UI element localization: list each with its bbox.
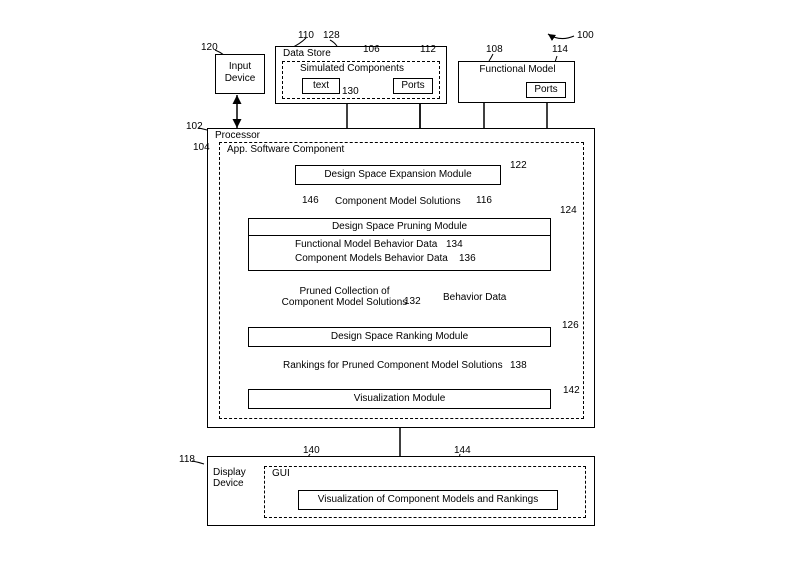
text-box: text (302, 78, 340, 94)
ref-122: 122 (510, 160, 527, 171)
text-label: text (313, 80, 329, 91)
gui-label: GUI (270, 468, 292, 479)
ref-138: 138 (510, 360, 527, 371)
ref-102: 102 (186, 121, 203, 132)
dsp-header: Design Space Pruning Module (248, 218, 551, 236)
fmbd-label: Functional Model Behavior Data (295, 239, 437, 250)
ref-112: 112 (420, 44, 436, 55)
input-device-label: Input Device (225, 61, 256, 84)
viz-output-label: Visualization of Component Models and Ra… (318, 494, 539, 505)
dsp-module-label: Design Space Pruning Module (332, 221, 467, 232)
cmbd-label: Component Models Behavior Data (295, 253, 448, 264)
dsr-module-box: Design Space Ranking Module (248, 327, 551, 347)
ref-144: 144 (454, 445, 471, 456)
ports-sim-label: Ports (401, 80, 424, 91)
behavior-data-label: Behavior Data (443, 292, 506, 303)
functional-model-label: Functional Model (470, 64, 565, 75)
ref-116: 116 (476, 195, 492, 206)
ref-104: 104 (193, 142, 210, 153)
ref-120: 120 (201, 42, 218, 53)
ref-128: 128 (323, 30, 340, 41)
ref-108: 108 (486, 44, 503, 55)
ref-136: 136 (459, 253, 476, 264)
ref-124: 124 (560, 205, 577, 216)
display-device-label: Display Device (213, 467, 258, 489)
pruned-label: Pruned Collection of Component Model Sol… (277, 286, 412, 308)
ports-sim-box: Ports (393, 78, 433, 94)
ref-110: 110 (298, 30, 314, 41)
ref-126: 126 (562, 320, 579, 331)
processor-label: Processor (213, 130, 262, 141)
ref-146: 146 (302, 195, 319, 206)
ref-118: 118 (179, 454, 195, 465)
rankings-label: Rankings for Pruned Component Model Solu… (283, 360, 503, 371)
ref-140: 140 (303, 445, 320, 456)
ref-132: 132 (404, 296, 421, 307)
ports-functional-box: Ports (526, 82, 566, 98)
ref-114: 114 (552, 44, 568, 55)
app-software-label: App. Software Component (225, 144, 346, 155)
simulated-components-label: Simulated Components (298, 63, 406, 74)
data-store-label: Data Store (281, 48, 333, 59)
cms-label: Component Model Solutions (335, 196, 461, 207)
ref-100: 100 (577, 30, 594, 41)
ref-106: 106 (363, 44, 380, 55)
ref-134: 134 (446, 239, 463, 250)
input-device-box: Input Device (215, 54, 265, 94)
ref-142: 142 (563, 385, 580, 396)
viz-module-box: Visualization Module (248, 389, 551, 409)
ports-functional-label: Ports (534, 84, 557, 95)
viz-module-label: Visualization Module (354, 393, 446, 404)
dsr-module-label: Design Space Ranking Module (331, 331, 468, 342)
dse-module-label: Design Space Expansion Module (324, 169, 471, 180)
dse-module-box: Design Space Expansion Module (295, 165, 501, 185)
diagram-stage: 100 (0, 0, 788, 563)
ref-130: 130 (342, 86, 359, 97)
viz-output-box: Visualization of Component Models and Ra… (298, 490, 558, 510)
